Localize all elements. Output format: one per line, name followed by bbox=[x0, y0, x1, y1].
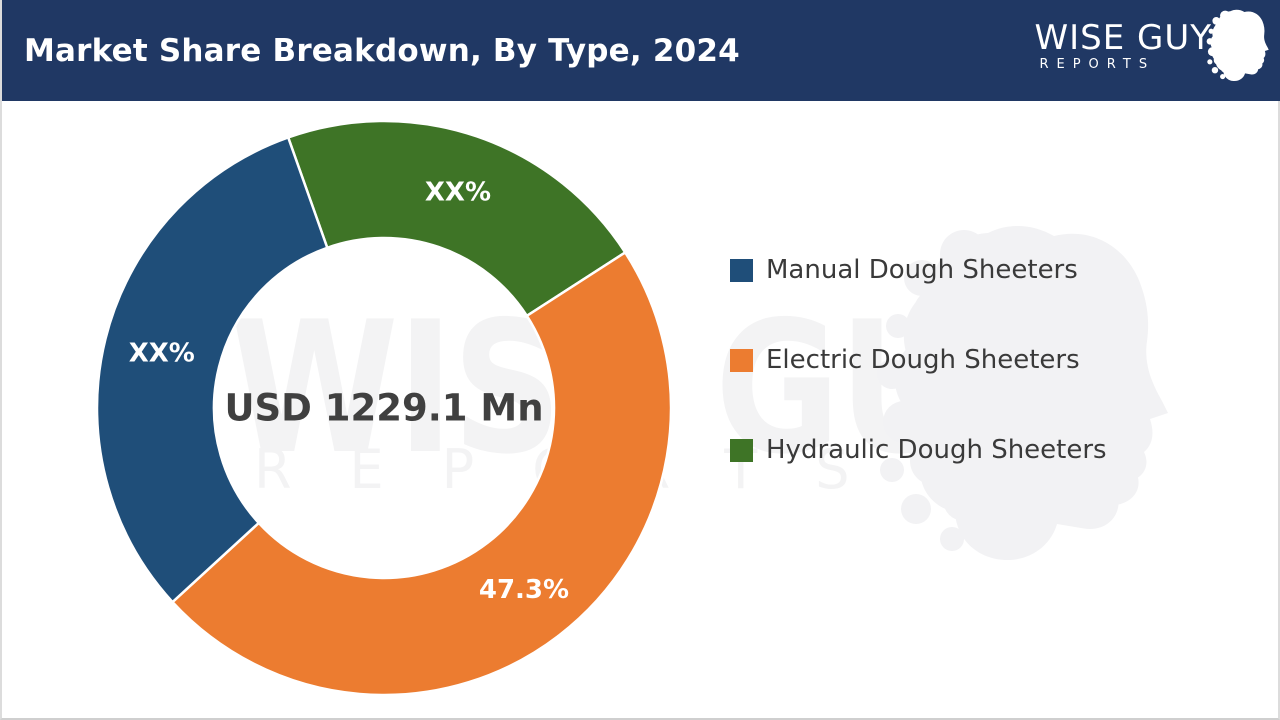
logo-head-icon bbox=[1206, 8, 1270, 85]
legend-label-hydraulic: Hydraulic Dough Sheeters bbox=[766, 435, 1107, 465]
legend-swatch-hydraulic bbox=[730, 438, 753, 462]
segment-percent-label: XX% bbox=[425, 177, 491, 207]
logo-text: WISE GUY REPORTS bbox=[1034, 17, 1212, 73]
legend-item-hydraulic-dough-sheeters: Hydraulic Dough Sheeters bbox=[730, 435, 1107, 465]
segment-percent-label: XX% bbox=[129, 339, 195, 369]
legend-swatch-manual bbox=[730, 258, 753, 282]
donut-svg: XX% 47.3% XX% bbox=[95, 119, 673, 697]
chart-legend: Manual Dough Sheeters Electric Dough She… bbox=[730, 255, 1107, 528]
chart-center-value: USD 1229.1 Mn bbox=[224, 386, 544, 430]
logo-subtitle: REPORTS bbox=[1039, 57, 1156, 73]
page-title: Market Share Breakdown, By Type, 2024 bbox=[24, 32, 740, 69]
logo-wordmark: WISE GUY bbox=[1034, 17, 1212, 58]
legend-swatch-electric bbox=[730, 348, 753, 372]
header-bar: Market Share Breakdown, By Type, 2024 WI… bbox=[2, 0, 1280, 101]
legend-label-manual: Manual Dough Sheeters bbox=[766, 255, 1078, 285]
legend-item-electric-dough-sheeters: Electric Dough Sheeters bbox=[730, 345, 1107, 375]
logo: WISE GUY REPORTS bbox=[1034, 8, 1270, 85]
donut-segment-hydraulic-dough-sheeters bbox=[286, 119, 627, 318]
donut-segment-electric-dough-sheeters bbox=[170, 250, 673, 697]
legend-label-electric: Electric Dough Sheeters bbox=[766, 345, 1080, 375]
donut-segment-manual-dough-sheeters bbox=[95, 135, 329, 604]
segment-percent-label: 47.3% bbox=[479, 575, 569, 605]
legend-item-manual-dough-sheeters: Manual Dough Sheeters bbox=[730, 255, 1107, 285]
